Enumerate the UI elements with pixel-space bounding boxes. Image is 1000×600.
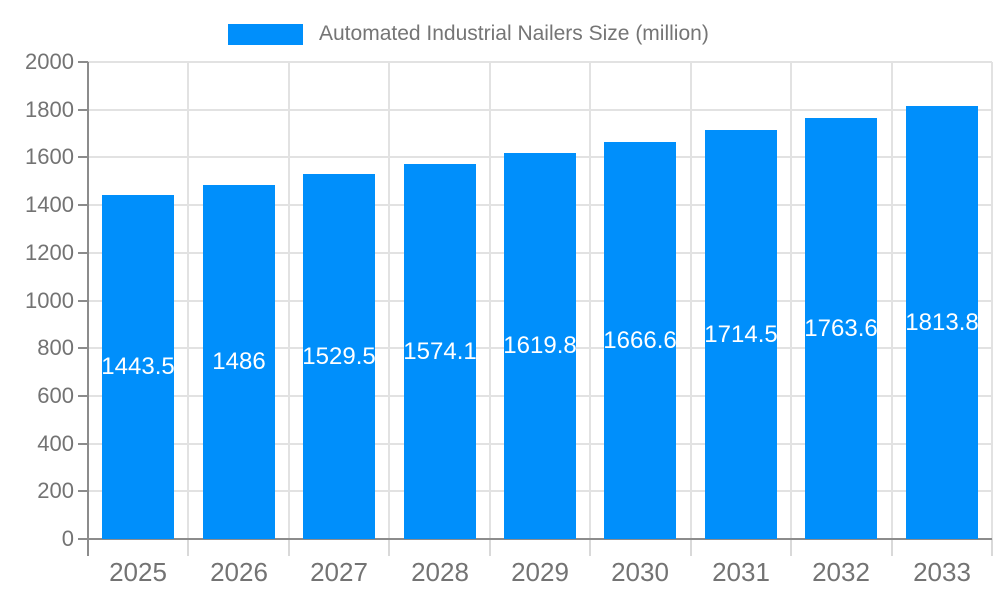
x-gridline — [388, 62, 390, 539]
x-tick-mark — [891, 539, 893, 556]
y-tick-mark — [78, 156, 88, 158]
bar[interactable]: 1813.8 — [905, 106, 979, 539]
y-tick-mark — [78, 347, 88, 349]
bar-value-label: 1666.6 — [603, 326, 677, 354]
x-axis-tick-label: 2025 — [109, 557, 167, 587]
x-tick-mark — [187, 539, 189, 556]
x-gridline — [690, 62, 692, 539]
y-axis-tick-label: 400 — [37, 431, 74, 456]
y-tick-mark — [78, 204, 88, 206]
bar[interactable]: 1443.5 — [101, 195, 175, 539]
x-tick-mark — [388, 539, 390, 556]
y-axis-tick-label: 600 — [37, 383, 74, 408]
bar-value-label: 1574.1 — [403, 337, 477, 365]
y-axis-line — [87, 62, 89, 556]
bar[interactable]: 1619.8 — [503, 153, 577, 539]
bar[interactable]: 1666.6 — [603, 142, 677, 539]
bar-value-label: 1763.6 — [804, 314, 878, 342]
x-tick-mark — [489, 539, 491, 556]
x-gridline — [489, 62, 491, 539]
y-axis-tick-label: 2000 — [25, 49, 74, 74]
x-axis-tick-label: 2031 — [712, 557, 770, 587]
x-axis-tick-label: 2033 — [913, 557, 971, 587]
y-axis-tick-label: 1200 — [25, 240, 74, 265]
y-tick-mark — [78, 490, 88, 492]
bar-value-label: 1529.5 — [302, 342, 376, 370]
bar[interactable]: 1714.5 — [704, 130, 778, 539]
bar[interactable]: 1574.1 — [403, 164, 477, 539]
legend-label: Automated Industrial Nailers Size (milli… — [319, 22, 709, 45]
chart-legend[interactable]: Automated Industrial Nailers Size (milli… — [228, 19, 709, 49]
x-tick-mark — [991, 539, 993, 556]
y-tick-mark — [78, 61, 88, 63]
y-tick-mark — [78, 252, 88, 254]
legend-swatch — [228, 23, 303, 45]
bar-value-label: 1813.8 — [905, 308, 979, 336]
bar-value-label: 1443.5 — [101, 353, 175, 380]
y-gridline — [88, 109, 992, 111]
y-axis-tick-label: 800 — [37, 335, 74, 360]
y-axis-tick-label: 1800 — [25, 97, 74, 122]
y-axis-tick-label: 0 — [61, 526, 74, 551]
y-axis-tick-label: 1600 — [25, 144, 74, 169]
x-gridline — [589, 62, 591, 539]
bar-value-label: 1486 — [212, 348, 266, 375]
bar[interactable]: 1486 — [203, 185, 275, 539]
x-axis-tick-label: 2030 — [611, 557, 669, 587]
x-axis-tick-label: 2028 — [411, 557, 469, 587]
y-axis-tick-label: 1000 — [25, 288, 74, 313]
x-tick-mark — [690, 539, 692, 556]
x-tick-mark — [288, 539, 290, 556]
bar-value-label: 1714.5 — [704, 320, 778, 348]
y-axis-tick-label: 200 — [37, 478, 74, 503]
x-axis-tick-label: 2026 — [210, 557, 268, 587]
y-gridline — [88, 61, 992, 63]
x-gridline — [790, 62, 792, 539]
x-gridline — [288, 62, 290, 539]
x-tick-mark — [589, 539, 591, 556]
y-tick-mark — [78, 109, 88, 111]
bar[interactable]: 1763.6 — [804, 118, 878, 539]
y-tick-mark — [78, 395, 88, 397]
x-axis-tick-label: 2027 — [310, 557, 368, 587]
x-axis-line — [78, 538, 992, 540]
x-gridline — [187, 62, 189, 539]
x-axis-tick-label: 2032 — [812, 557, 870, 587]
bar[interactable]: 1529.5 — [302, 174, 376, 539]
bar-value-label: 1619.8 — [503, 332, 577, 359]
y-tick-mark — [78, 443, 88, 445]
y-tick-mark — [78, 300, 88, 302]
y-axis-tick-label: 1400 — [25, 192, 74, 217]
x-gridline — [891, 62, 893, 539]
x-gridline — [991, 62, 993, 539]
x-axis-tick-label: 2029 — [511, 557, 569, 587]
x-tick-mark — [790, 539, 792, 556]
